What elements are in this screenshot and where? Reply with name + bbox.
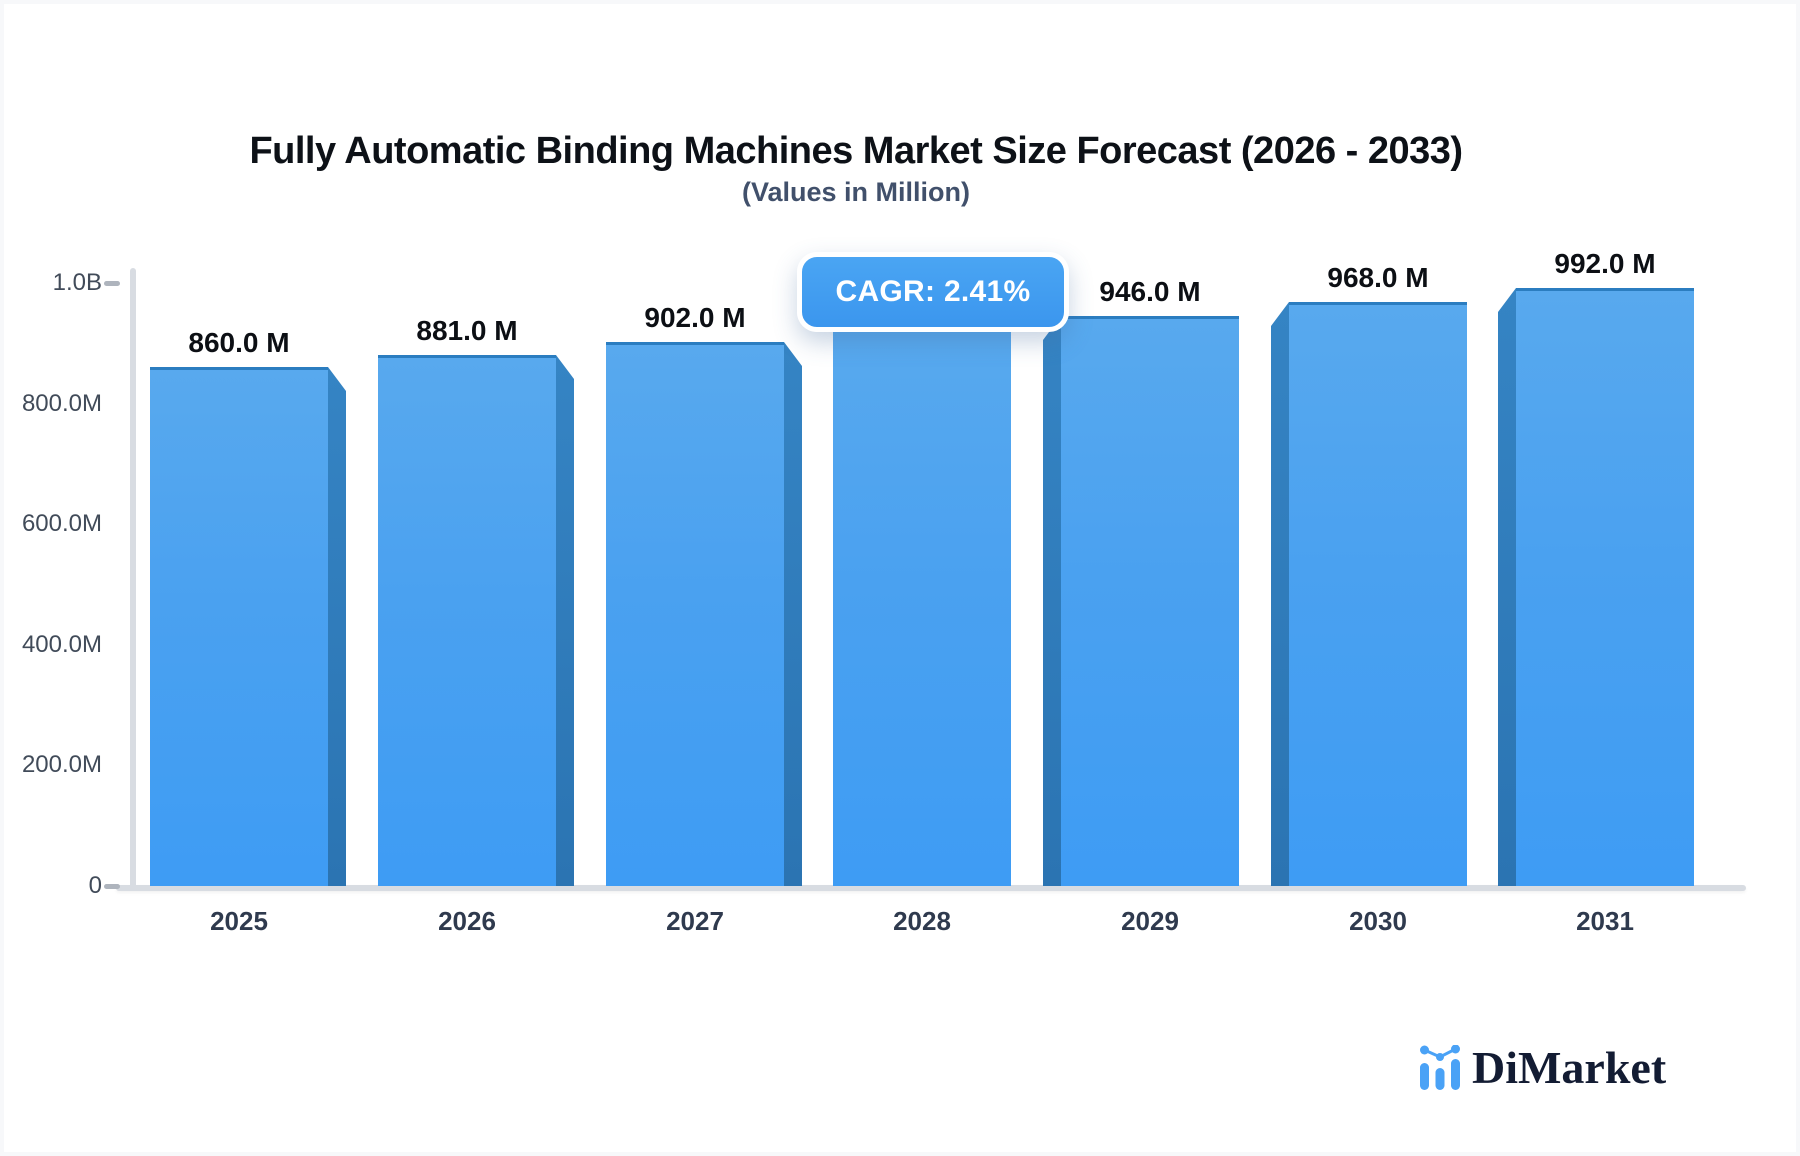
bar-2031[interactable] bbox=[1516, 288, 1694, 886]
bar-value-label: 902.0 M bbox=[644, 302, 746, 333]
bar-2029[interactable] bbox=[1061, 316, 1239, 886]
y-axis-tick-label: 1.0B bbox=[52, 269, 102, 296]
x-axis-label-2029: 2029 bbox=[1121, 906, 1179, 936]
bar-2025[interactable] bbox=[150, 367, 328, 886]
bar-2028[interactable] bbox=[833, 329, 1011, 886]
y-axis-tick-label: 800.0M bbox=[21, 389, 102, 417]
bar-side-panel bbox=[1498, 288, 1516, 886]
bar-side-panel bbox=[1271, 302, 1289, 886]
mini-bar-line-chart-icon bbox=[1420, 1045, 1460, 1090]
y-axis-tick-label: 400.0M bbox=[21, 630, 102, 658]
y-axis-tick-label: 600.0M bbox=[21, 510, 102, 538]
x-axis-label-2031: 2031 bbox=[1576, 906, 1634, 936]
bar-value-label: 992.0 M bbox=[1554, 248, 1656, 279]
bar-2026[interactable] bbox=[378, 355, 556, 886]
bar-2030[interactable] bbox=[1289, 302, 1467, 886]
logo-text: DiMarket bbox=[1472, 1042, 1667, 1093]
x-axis-label-2027: 2027 bbox=[666, 906, 724, 936]
bar-side-panel bbox=[784, 342, 802, 886]
cagr-badge-label: CAGR: 2.41% bbox=[835, 275, 1031, 308]
y-axis-tick-label: 0 bbox=[88, 872, 102, 899]
cagr-badge: CAGR: 2.41% bbox=[797, 252, 1069, 332]
chart-subtitle: (Values in Million) bbox=[741, 177, 971, 208]
y-axis-tick-dash bbox=[104, 281, 120, 286]
bar-side-panel bbox=[1043, 316, 1061, 886]
y-axis-tick-dash bbox=[104, 884, 120, 889]
bar-side-panel bbox=[328, 367, 346, 886]
bar-value-label: 881.0 M bbox=[416, 315, 518, 346]
y-axis-tick-label: 200.0M bbox=[21, 751, 102, 779]
x-axis-label-2026: 2026 bbox=[438, 906, 496, 936]
y-axis-line bbox=[130, 268, 136, 891]
bar-side-panel bbox=[556, 355, 574, 886]
bar-2027[interactable] bbox=[606, 342, 784, 886]
x-axis-label-2030: 2030 bbox=[1349, 906, 1407, 936]
bar-value-label: 860.0 M bbox=[188, 327, 290, 358]
bar-value-label: 946.0 M bbox=[1099, 276, 1201, 307]
chart-title: Fully Automatic Binding Machines Market … bbox=[249, 130, 1463, 173]
x-axis-label-2028: 2028 bbox=[893, 906, 951, 936]
x-axis-label-2025: 2025 bbox=[210, 906, 268, 936]
bar-value-label: 968.0 M bbox=[1327, 262, 1429, 293]
dimarket-logo: DiMarket bbox=[1420, 1044, 1666, 1092]
x-axis-line bbox=[116, 885, 1746, 891]
